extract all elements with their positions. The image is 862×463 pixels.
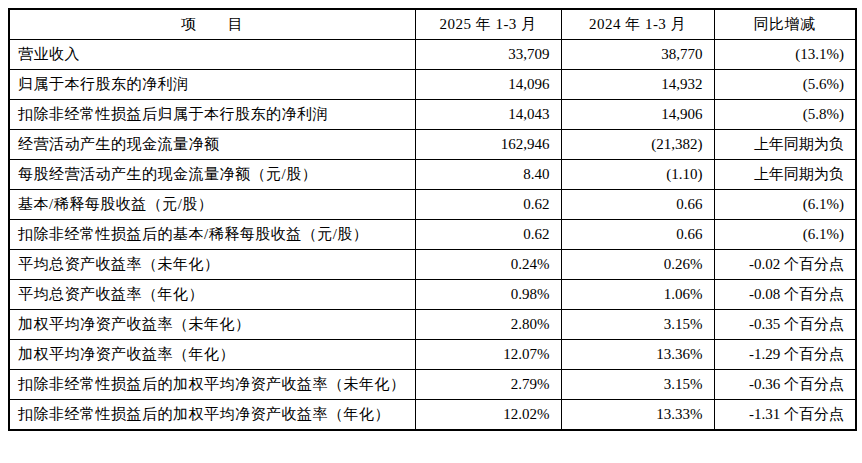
- yoy-cell: (13.1%): [714, 40, 856, 70]
- table-row: 经营活动产生的现金流量净额 162,946 (21,382) 上年同期为负: [9, 130, 856, 160]
- col-header-yoy: 同比增减: [714, 9, 856, 40]
- table-row: 扣除非经常性损益后归属于本行股东的净利润 14,043 14,906 (5.8%…: [9, 100, 856, 130]
- table-row: 平均总资产收益率（未年化） 0.24% 0.26% -0.02 个百分点: [9, 250, 856, 280]
- yoy-cell: (6.1%): [714, 190, 856, 220]
- table-row: 每股经营活动产生的现金流量净额（元/股） 8.40 (1.10) 上年同期为负: [9, 160, 856, 190]
- value-2025-cell: 2.80%: [415, 310, 561, 340]
- item-cell: 基本/稀释每股收益（元/股）: [9, 190, 415, 220]
- col-header-2025: 2025 年 1-3 月: [415, 9, 561, 40]
- value-2024-cell: 3.15%: [561, 370, 714, 400]
- value-2025-cell: 8.40: [415, 160, 561, 190]
- value-2024-cell: 0.66: [561, 190, 714, 220]
- item-cell: 扣除非经常性损益后的加权平均净资产收益率（年化）: [9, 400, 415, 431]
- table-row: 加权平均净资产收益率（未年化） 2.80% 3.15% -0.35 个百分点: [9, 310, 856, 340]
- yoy-cell: -1.31 个百分点: [714, 400, 856, 431]
- col-header-2024: 2024 年 1-3 月: [561, 9, 714, 40]
- table-row: 扣除非经常性损益后的加权平均净资产收益率（年化） 12.02% 13.33% -…: [9, 400, 856, 431]
- item-cell: 每股经营活动产生的现金流量净额（元/股）: [9, 160, 415, 190]
- value-2024-cell: 14,932: [561, 70, 714, 100]
- yoy-cell: -1.29 个百分点: [714, 340, 856, 370]
- value-2025-cell: 0.98%: [415, 280, 561, 310]
- value-2025-cell: 14,096: [415, 70, 561, 100]
- table-header-row: 项 目 2025 年 1-3 月 2024 年 1-3 月 同比增减: [9, 9, 856, 40]
- item-cell: 营业收入: [9, 40, 415, 70]
- value-2025-cell: 0.62: [415, 190, 561, 220]
- value-2024-cell: 38,770: [561, 40, 714, 70]
- yoy-cell: 上年同期为负: [714, 160, 856, 190]
- item-cell: 扣除非经常性损益后归属于本行股东的净利润: [9, 100, 415, 130]
- item-cell: 归属于本行股东的净利润: [9, 70, 415, 100]
- value-2024-cell: 13.36%: [561, 340, 714, 370]
- value-2024-cell: (21,382): [561, 130, 714, 160]
- yoy-cell: -0.35 个百分点: [714, 310, 856, 340]
- item-cell: 平均总资产收益率（未年化）: [9, 250, 415, 280]
- value-2024-cell: 1.06%: [561, 280, 714, 310]
- value-2025-cell: 33,709: [415, 40, 561, 70]
- value-2025-cell: 0.24%: [415, 250, 561, 280]
- item-cell: 扣除非经常性损益后的加权平均净资产收益率（未年化）: [9, 370, 415, 400]
- value-2025-cell: 0.62: [415, 220, 561, 250]
- value-2024-cell: 13.33%: [561, 400, 714, 431]
- table-row: 扣除非经常性损益后的加权平均净资产收益率（未年化） 2.79% 3.15% -0…: [9, 370, 856, 400]
- value-2024-cell: 0.66: [561, 220, 714, 250]
- value-2025-cell: 162,946: [415, 130, 561, 160]
- value-2024-cell: (1.10): [561, 160, 714, 190]
- yoy-cell: 上年同期为负: [714, 130, 856, 160]
- item-cell: 加权平均净资产收益率（未年化）: [9, 310, 415, 340]
- item-cell: 平均总资产收益率（年化）: [9, 280, 415, 310]
- table-row: 营业收入 33,709 38,770 (13.1%): [9, 40, 856, 70]
- value-2025-cell: 2.79%: [415, 370, 561, 400]
- yoy-cell: (5.8%): [714, 100, 856, 130]
- financial-results-page: 项 目 2025 年 1-3 月 2024 年 1-3 月 同比增减 营业收入 …: [0, 0, 862, 463]
- value-2025-cell: 12.02%: [415, 400, 561, 431]
- value-2025-cell: 12.07%: [415, 340, 561, 370]
- item-cell: 加权平均净资产收益率（年化）: [9, 340, 415, 370]
- table-row: 基本/稀释每股收益（元/股） 0.62 0.66 (6.1%): [9, 190, 856, 220]
- yoy-cell: (6.1%): [714, 220, 856, 250]
- item-cell: 扣除非经常性损益后的基本/稀释每股收益（元/股）: [9, 220, 415, 250]
- yoy-cell: (5.6%): [714, 70, 856, 100]
- value-2025-cell: 14,043: [415, 100, 561, 130]
- table-row: 扣除非经常性损益后的基本/稀释每股收益（元/股） 0.62 0.66 (6.1%…: [9, 220, 856, 250]
- value-2024-cell: 0.26%: [561, 250, 714, 280]
- yoy-cell: -0.36 个百分点: [714, 370, 856, 400]
- yoy-cell: -0.02 个百分点: [714, 250, 856, 280]
- col-header-item: 项 目: [9, 9, 415, 40]
- financial-results-table: 项 目 2025 年 1-3 月 2024 年 1-3 月 同比增减 营业收入 …: [8, 8, 857, 431]
- value-2024-cell: 14,906: [561, 100, 714, 130]
- table-row: 平均总资产收益率（年化） 0.98% 1.06% -0.08 个百分点: [9, 280, 856, 310]
- table-row: 加权平均净资产收益率（年化） 12.07% 13.36% -1.29 个百分点: [9, 340, 856, 370]
- value-2024-cell: 3.15%: [561, 310, 714, 340]
- table-row: 归属于本行股东的净利润 14,096 14,932 (5.6%): [9, 70, 856, 100]
- item-cell: 经营活动产生的现金流量净额: [9, 130, 415, 160]
- yoy-cell: -0.08 个百分点: [714, 280, 856, 310]
